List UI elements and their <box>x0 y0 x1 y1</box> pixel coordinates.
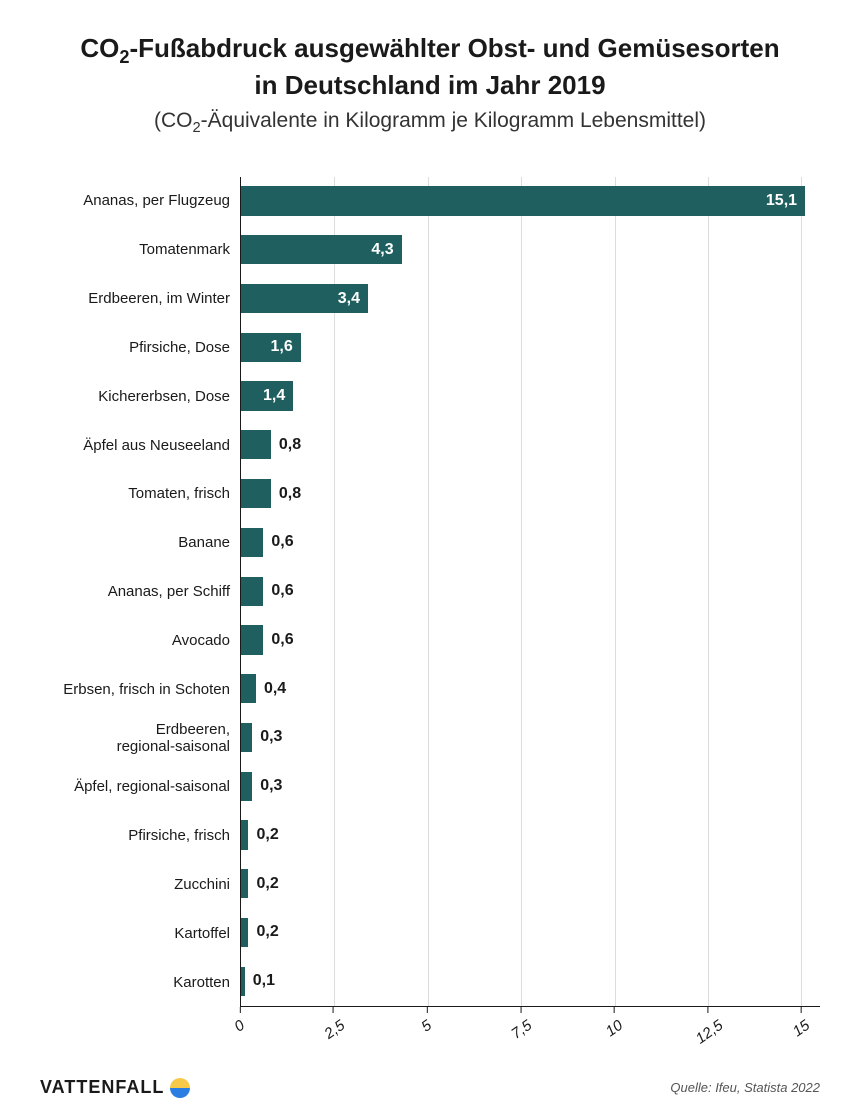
x-tick: 5 <box>423 1007 431 1033</box>
x-tick: 12,5 <box>693 1007 722 1033</box>
category-label: Kichererbsen, Dose <box>40 372 240 421</box>
category-label: Karotten <box>40 958 240 1007</box>
brand-text: VATTENFALL <box>40 1077 164 1098</box>
bar-value-label: 0,6 <box>271 631 293 649</box>
plot-area: 15,1 4,3 3,4 1,6 1,4 0,8 0,8 0,6 0,6 0,6 0,4 0,3 0,3… <box>240 177 820 1007</box>
bar: 0,1 <box>241 967 245 996</box>
chart-subtitle: (CO2-Äquivalente in Kilogramm je Kilogra… <box>40 109 820 136</box>
bar-row: 0,6 <box>241 616 820 665</box>
category-label: Erdbeeren, im Winter <box>40 274 240 323</box>
category-label: Pfirsiche, frisch <box>40 811 240 860</box>
bar-value-label: 0,6 <box>271 582 293 600</box>
category-label: Ananas, per Flugzeug <box>40 177 240 226</box>
category-label: Pfirsiche, Dose <box>40 323 240 372</box>
bar: 0,2 <box>241 820 248 849</box>
bar-row: 0,1 <box>241 957 820 1006</box>
category-label: Äpfel, regional-saisonal <box>40 763 240 812</box>
x-tick: 7,5 <box>510 1007 531 1033</box>
bar-row: 15,1 <box>241 177 820 226</box>
bar-row: 0,6 <box>241 518 820 567</box>
bar-value-label: 4,3 <box>371 241 393 259</box>
category-label: Äpfel aus Neuseeland <box>40 421 240 470</box>
category-label: Zucchini <box>40 860 240 909</box>
bar-row: 0,6 <box>241 567 820 616</box>
bar-value-label: 0,3 <box>260 728 282 746</box>
bar-value-label: 1,6 <box>271 338 293 356</box>
bar-value-label: 0,3 <box>260 777 282 795</box>
category-label: Erbsen, frisch in Schoten <box>40 665 240 714</box>
brand-logo: VATTENFALL <box>40 1077 190 1098</box>
bar-row: 4,3 <box>241 225 820 274</box>
x-tick: 10 <box>606 1007 623 1033</box>
bar-value-label: 0,2 <box>256 875 278 893</box>
bar-row: 3,4 <box>241 274 820 323</box>
bar: 4,3 <box>241 235 402 264</box>
bar: 0,2 <box>241 869 248 898</box>
bar: 0,3 <box>241 723 252 752</box>
bar-value-label: 0,8 <box>279 485 301 503</box>
co2-bar-chart: Ananas, per FlugzeugTomatenmarkErdbeeren… <box>40 177 820 1047</box>
bar: 0,6 <box>241 577 263 606</box>
y-axis-labels: Ananas, per FlugzeugTomatenmarkErdbeeren… <box>40 177 240 1047</box>
bar-value-label: 0,1 <box>253 972 275 990</box>
bar: 0,8 <box>241 430 271 459</box>
bar-row: 1,4 <box>241 372 820 421</box>
bar-value-label: 0,2 <box>256 826 278 844</box>
category-label: Avocado <box>40 616 240 665</box>
bar: 0,4 <box>241 674 256 703</box>
bar-row: 1,6 <box>241 323 820 372</box>
x-tick: 2,5 <box>323 1007 344 1033</box>
category-label: Tomatenmark <box>40 225 240 274</box>
bar-value-label: 0,2 <box>256 923 278 941</box>
bar: 0,6 <box>241 625 263 654</box>
category-label: Kartoffel <box>40 909 240 958</box>
category-label: Banane <box>40 518 240 567</box>
bar: 0,6 <box>241 528 263 557</box>
bar: 1,6 <box>241 333 301 362</box>
bar: 3,4 <box>241 284 368 313</box>
bar-row: 0,4 <box>241 664 820 713</box>
x-tick: 0 <box>236 1007 244 1033</box>
bar-row: 0,3 <box>241 762 820 811</box>
bar-row: 0,3 <box>241 713 820 762</box>
bar-value-label: 0,6 <box>271 533 293 551</box>
bar-row: 0,8 <box>241 420 820 469</box>
bar: 0,2 <box>241 918 248 947</box>
bar: 0,8 <box>241 479 271 508</box>
bar-value-label: 15,1 <box>766 192 797 210</box>
bar: 1,4 <box>241 381 293 410</box>
category-label: Erdbeeren,regional-saisonal <box>40 714 240 763</box>
bar-value-label: 1,4 <box>263 387 285 405</box>
chart-title: CO2-Fußabdruck ausgewählter Obst- und Ge… <box>40 32 820 101</box>
bar-value-label: 3,4 <box>338 290 360 308</box>
category-label: Tomaten, frisch <box>40 470 240 519</box>
bars-container: 15,1 4,3 3,4 1,6 1,4 0,8 0,8 0,6 0,6 0,6 0,4 0,3 0,3… <box>241 177 820 1006</box>
bar: 15,1 <box>241 186 805 215</box>
category-label: Ananas, per Schiff <box>40 567 240 616</box>
x-tick: 15 <box>793 1007 810 1033</box>
bar-value-label: 0,4 <box>264 680 286 698</box>
bar: 0,3 <box>241 772 252 801</box>
x-axis: 02,557,51012,515 <box>240 1007 820 1047</box>
brand-circle-icon <box>170 1078 190 1098</box>
bar-row: 0,2 <box>241 908 820 957</box>
bar-row: 0,2 <box>241 859 820 908</box>
bar-row: 0,2 <box>241 811 820 860</box>
source-text: Quelle: Ifeu, Statista 2022 <box>670 1080 820 1095</box>
bar-row: 0,8 <box>241 469 820 518</box>
bar-value-label: 0,8 <box>279 436 301 454</box>
